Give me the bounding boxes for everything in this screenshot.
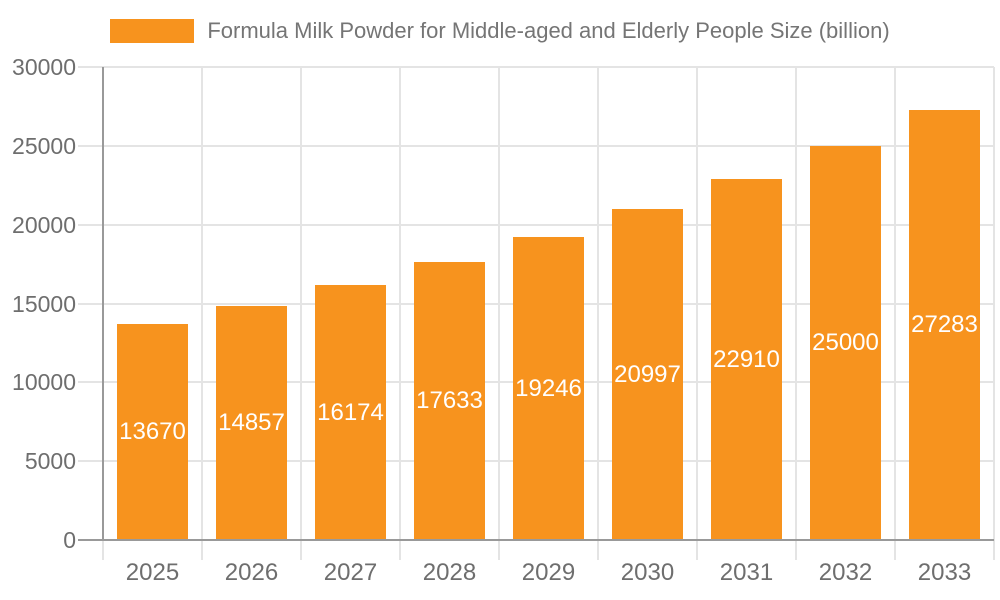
legend-swatch <box>110 19 195 43</box>
y-tick-label: 0 <box>63 527 76 553</box>
legend-label: Formula Milk Powder for Middle-aged and … <box>207 18 890 43</box>
x-tick-label: 2028 <box>422 559 477 586</box>
x-tick-label: 2027 <box>323 559 378 586</box>
gridline-h <box>78 224 994 226</box>
bar-value-label: 13670 <box>119 418 186 445</box>
bar <box>414 262 485 540</box>
x-tick-label: 2026 <box>224 559 279 586</box>
bar-value-label: 20997 <box>614 361 681 388</box>
y-tick-label: 20000 <box>12 212 76 238</box>
x-tick <box>102 540 104 560</box>
bar-value-label: 14857 <box>218 409 285 436</box>
x-tick-label: 2032 <box>818 559 873 586</box>
bar <box>810 146 881 540</box>
bar <box>711 179 782 540</box>
gridline-v <box>597 67 599 560</box>
legend: Formula Milk Powder for Middle-aged and … <box>0 19 1000 43</box>
bar <box>612 209 683 540</box>
bar <box>216 306 287 540</box>
gridline-v <box>201 67 203 560</box>
gridline-h <box>78 145 994 147</box>
gridline-v <box>993 67 995 560</box>
x-axis-line <box>78 539 994 541</box>
x-tick-label: 2031 <box>719 559 774 586</box>
x-tick-label: 2029 <box>521 559 576 586</box>
gridline-v <box>696 67 698 560</box>
gridline-v <box>894 67 896 560</box>
bar <box>117 324 188 540</box>
x-tick-label: 2030 <box>620 559 675 586</box>
gridline-v <box>300 67 302 560</box>
bar-value-label: 19246 <box>515 375 582 402</box>
bar <box>513 237 584 540</box>
bar-value-label: 22910 <box>713 346 780 373</box>
y-tick-label: 5000 <box>24 448 76 474</box>
y-tick-label: 30000 <box>12 54 76 80</box>
x-tick-label: 2033 <box>917 559 972 586</box>
bar <box>315 285 386 540</box>
gridline-v <box>498 67 500 560</box>
y-tick-label: 10000 <box>12 369 76 395</box>
bar-value-label: 27283 <box>911 311 978 338</box>
bar <box>909 110 980 540</box>
bar-value-label: 17633 <box>416 387 483 414</box>
x-tick-label: 2025 <box>125 559 180 586</box>
y-tick-label: 15000 <box>12 291 76 317</box>
gridline-h <box>78 66 994 68</box>
gridline-v <box>795 67 797 560</box>
bar-value-label: 16174 <box>317 399 384 426</box>
bar-value-label: 25000 <box>812 329 879 356</box>
y-axis-line <box>102 67 104 540</box>
y-tick-label: 25000 <box>12 133 76 159</box>
gridline-v <box>399 67 401 560</box>
